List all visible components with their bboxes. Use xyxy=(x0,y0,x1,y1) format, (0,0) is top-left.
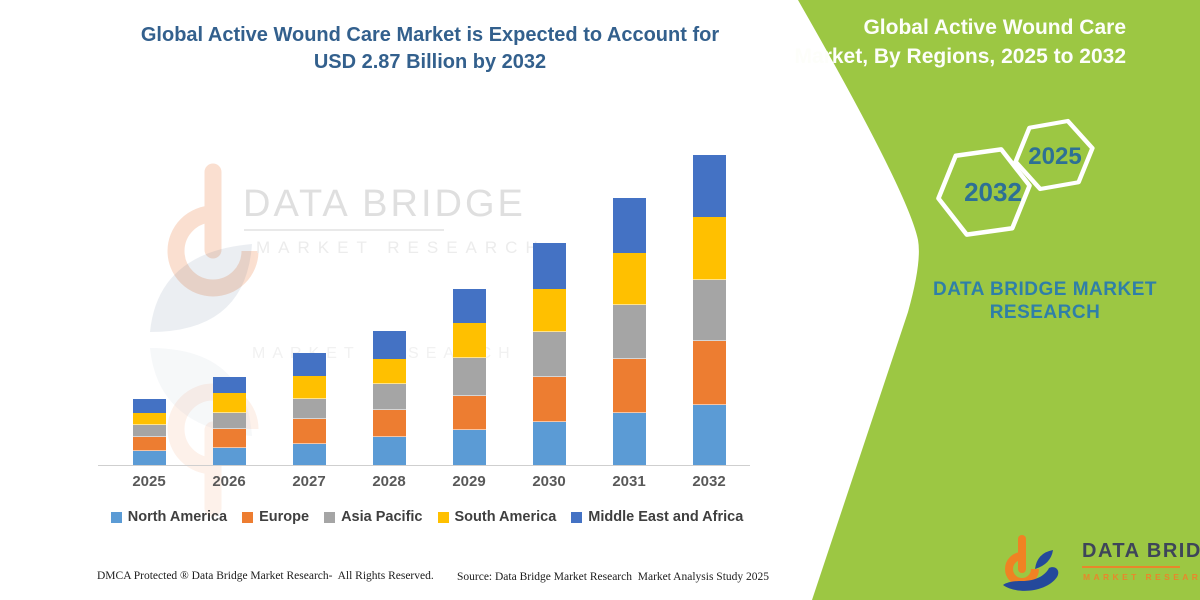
bar-segment-2025-europe xyxy=(132,436,166,451)
bar-segment-2032-asia-pacific xyxy=(692,279,726,341)
bar-segment-2030-asia-pacific xyxy=(532,331,566,377)
bar-segment-2030-south-america xyxy=(532,289,566,332)
x-axis-label-2028: 2028 xyxy=(372,473,406,490)
legend-label: South America xyxy=(454,509,557,525)
bar-segment-2030-middle-east-and-africa xyxy=(532,243,566,290)
legend-item-north-america: North America xyxy=(110,509,228,525)
chart-title-line1: Global Active Wound Care Market is Expec… xyxy=(140,24,720,46)
panel-brand-text: DATA BRIDGE MARKET RESEARCH xyxy=(895,278,1195,324)
bar-segment-2029-middle-east-and-africa xyxy=(452,288,486,323)
bar-segment-2026-south-america xyxy=(212,393,246,413)
bar-segment-2031-asia-pacific xyxy=(612,304,646,359)
bar-segment-2032-north-america xyxy=(692,404,726,466)
panel-heading-line2: Market, By Regions, 2025 to 2032 xyxy=(794,45,1126,68)
hexagon-2025: 2025 xyxy=(1013,118,1095,192)
watermark-underline xyxy=(244,229,444,231)
bar-segment-2028-north-america xyxy=(372,437,406,466)
legend-swatch xyxy=(242,511,254,523)
bar-segment-2027-europe xyxy=(292,418,326,444)
logo-name-text: DATA BRIDGE xyxy=(1082,540,1200,562)
panel-brand-line2: RESEARCH xyxy=(989,302,1101,323)
bar-segment-2032-middle-east-and-africa xyxy=(692,154,726,217)
bar-segment-2032-south-america xyxy=(692,216,726,280)
bar-segment-2029-south-america xyxy=(452,322,486,359)
watermark-subtitle: MARKET RESEARCH xyxy=(256,238,546,257)
panel-brand-line1: DATA BRIDGE MARKET xyxy=(933,279,1157,300)
legend-label: North America xyxy=(127,509,228,525)
bar-segment-2027-asia-pacific xyxy=(292,398,326,419)
legend-swatch xyxy=(110,511,122,523)
x-axis-label-2032: 2032 xyxy=(692,473,726,490)
bar-segment-2025-asia-pacific xyxy=(132,425,166,437)
legend-item-europe: Europe xyxy=(242,509,309,525)
legend-swatch xyxy=(571,511,583,523)
bar-segment-2025-middle-east-and-africa xyxy=(132,399,166,413)
data-bridge-logo-icon xyxy=(1003,535,1059,591)
hexagon-2032: 2032 xyxy=(936,147,1032,237)
bar-segment-2028-south-america xyxy=(372,358,406,384)
bar-segment-2026-middle-east-and-africa xyxy=(212,376,246,394)
legend-label: Middle East and Africa xyxy=(588,509,744,525)
bar-segment-2027-south-america xyxy=(292,376,326,399)
dmca-notice: DMCA Protected ® Data Bridge Market Rese… xyxy=(97,570,434,582)
bar-segment-2029-asia-pacific xyxy=(452,358,486,396)
hexagon-2032-label: 2032 xyxy=(964,177,1022,207)
legend-swatch xyxy=(437,511,449,523)
x-axis-label-2025: 2025 xyxy=(132,473,166,490)
panel-heading: Global Active Wound Care Market, By Regi… xyxy=(706,13,1126,71)
logo-subtitle-text: MARKET RESEARCH xyxy=(1083,572,1200,582)
bar-segment-2026-europe xyxy=(212,429,246,448)
bar-segment-2028-asia-pacific xyxy=(372,383,406,411)
chart-legend: North America Europe Asia Pacific South Ame… xyxy=(92,509,762,525)
bar-segment-2026-asia-pacific xyxy=(212,412,246,429)
logo-underline xyxy=(1082,566,1180,568)
bar-segment-2030-europe xyxy=(532,376,566,422)
bar-segment-2027-middle-east-and-africa xyxy=(292,353,326,377)
hexagon-2025-label: 2025 xyxy=(1028,143,1081,170)
source-note: Source: Data Bridge Market Research Mark… xyxy=(457,571,770,583)
legend-item-south-america: South America xyxy=(437,509,557,525)
bar-segment-2028-europe xyxy=(372,410,406,438)
bar-segment-2031-south-america xyxy=(612,252,646,305)
x-axis-label-2031: 2031 xyxy=(612,473,646,490)
bar-segment-2028-middle-east-and-africa xyxy=(372,331,406,359)
x-axis-label-2030: 2030 xyxy=(532,473,566,490)
chart-title-line2: USD 2.87 Billion by 2032 xyxy=(313,51,547,73)
bar-segment-2031-north-america xyxy=(612,413,646,466)
legend-item-asia-pacific: Asia Pacific xyxy=(324,509,423,525)
panel-heading-line1: Global Active Wound Care xyxy=(863,16,1126,39)
bar-segment-2031-europe xyxy=(612,358,646,414)
chart-title: Global Active Wound Care Market is Expec… xyxy=(95,22,765,76)
x-axis-label-2026: 2026 xyxy=(212,473,246,490)
x-axis-label-2027: 2027 xyxy=(292,473,326,490)
legend-swatch xyxy=(324,511,336,523)
bar-segment-2029-europe xyxy=(452,396,486,431)
x-axis-label-2029: 2029 xyxy=(452,473,486,490)
legend-label: Asia Pacific xyxy=(341,509,423,525)
bar-segment-2030-north-america xyxy=(532,421,566,466)
legend-label: Europe xyxy=(259,509,310,525)
bar-segment-2025-south-america xyxy=(132,412,166,426)
bar-segment-2032-europe xyxy=(692,340,726,405)
x-axis-line xyxy=(98,465,750,466)
legend-item-middle-east-and-africa: Middle East and Africa xyxy=(571,509,743,525)
bar-segment-2031-middle-east-and-africa xyxy=(612,197,646,253)
